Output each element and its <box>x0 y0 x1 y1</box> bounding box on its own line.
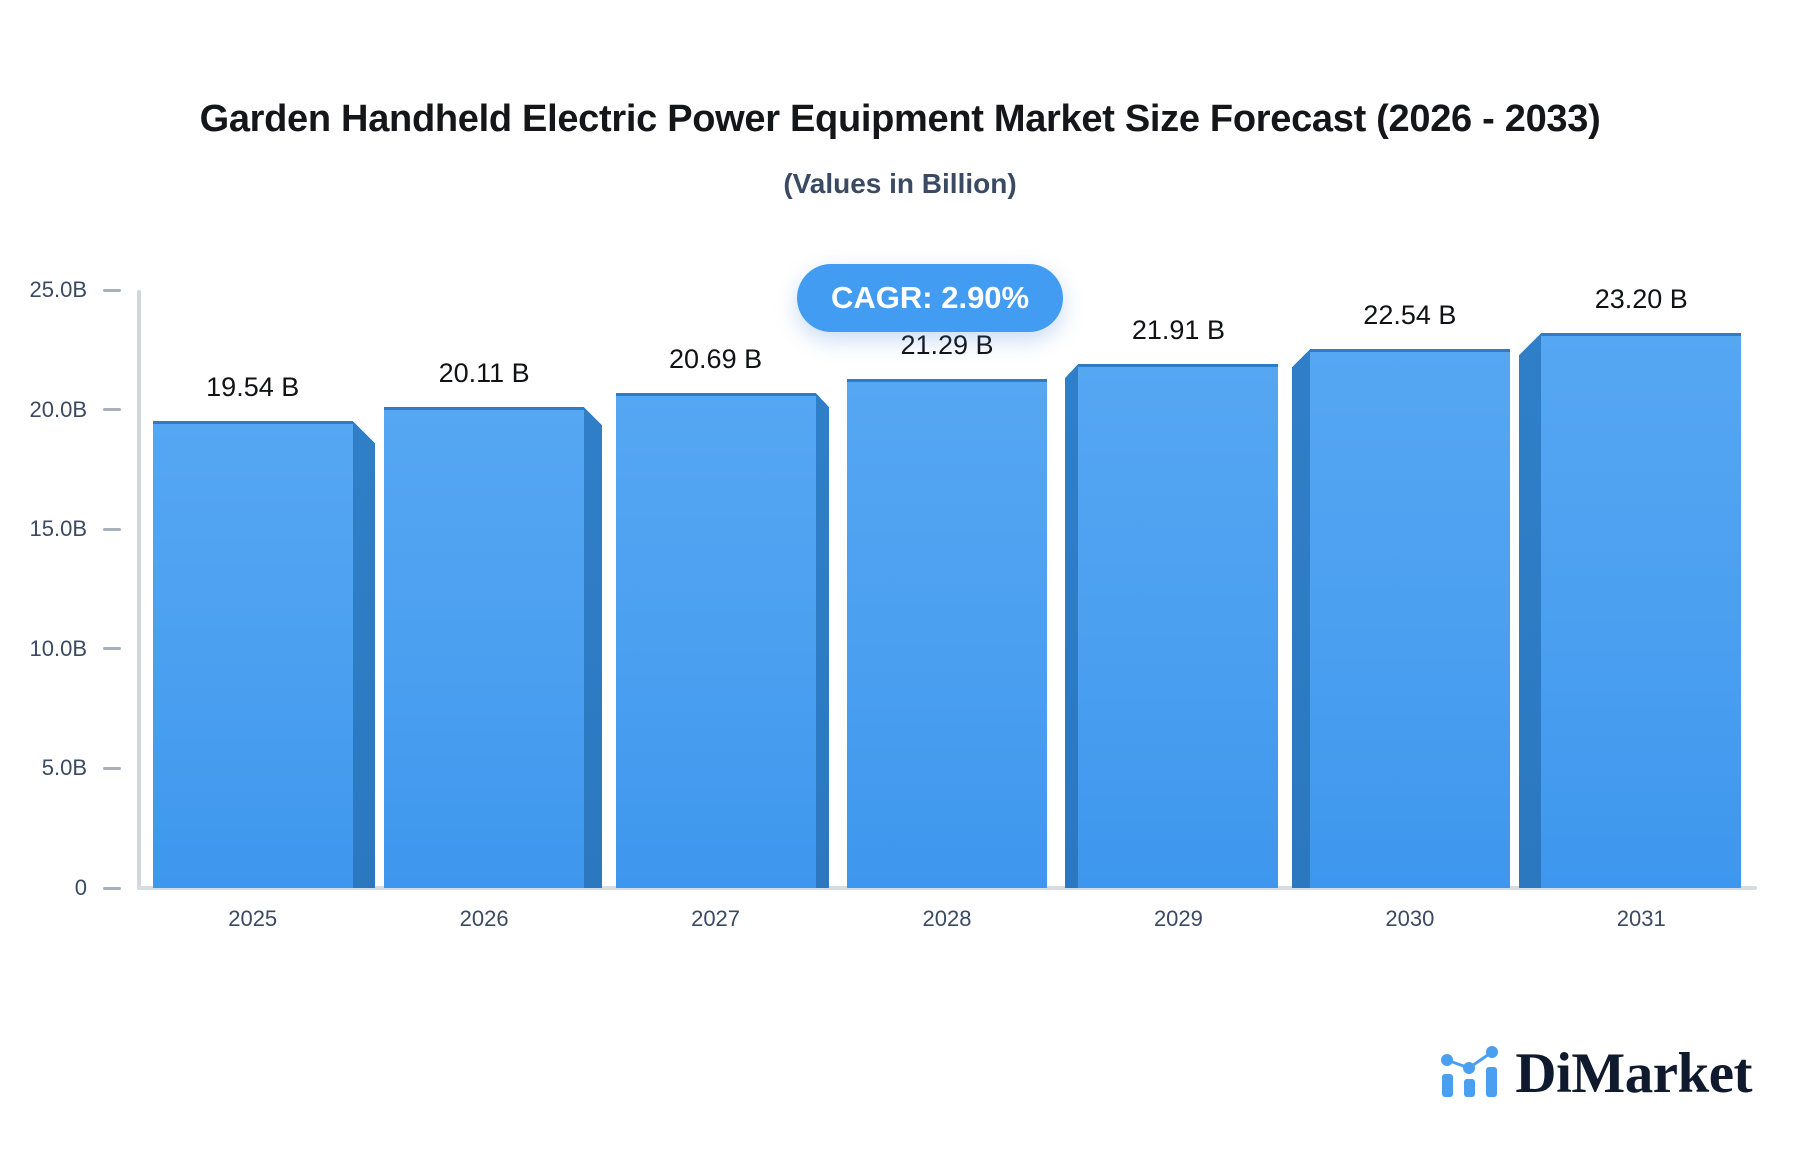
bar-value-label: 21.91 B <box>1131 314 1225 345</box>
bar-top-face <box>1064 363 1079 378</box>
bar-side-face <box>1519 355 1542 888</box>
bar-value-label: 23.20 B <box>1594 284 1688 315</box>
bar-side-face <box>1291 366 1310 888</box>
y-axis-tick: 20.0B <box>0 396 137 422</box>
x-axis-tick-label: 2025 <box>228 906 278 931</box>
bar[interactable]: 22.54 B <box>1291 300 1510 888</box>
bar[interactable]: 20.11 B <box>384 358 603 888</box>
y-axis-tick-label: 25.0B <box>29 277 88 302</box>
chart-title: Garden Handheld Electric Power Equipment… <box>199 98 1601 140</box>
bar-front-face <box>1541 333 1742 888</box>
bar-top-face <box>1519 333 1542 356</box>
bar[interactable]: 20.69 B <box>615 344 830 888</box>
bar-front-face <box>615 393 816 888</box>
x-axis-tick-label: 2028 <box>922 906 972 931</box>
bar-front-face <box>847 378 1047 888</box>
bar-group: 23.20 B <box>1519 284 1742 888</box>
bar-top-face <box>584 406 603 425</box>
bar-group: 20.11 B <box>384 290 603 888</box>
y-axis-tick-mark <box>103 886 121 890</box>
y-axis-tick-label: 20.0B <box>29 396 88 422</box>
bar-front-face <box>384 406 585 888</box>
bar-top-face <box>352 420 375 443</box>
bar-value-label: 19.54 B <box>206 371 300 402</box>
y-axis-tick: 10.0B <box>0 635 137 661</box>
bar-value-label: 21.29 B <box>900 329 994 360</box>
bar-value-label: 20.11 B <box>438 357 530 388</box>
bar[interactable]: 21.91 B <box>1064 315 1279 888</box>
x-axis-tick-label: 2030 <box>1385 906 1435 931</box>
bar-front-face <box>1309 348 1510 888</box>
bar-top-face <box>1291 348 1310 367</box>
bar-side-face <box>352 442 375 888</box>
y-axis-tick-label: 15.0B <box>29 516 88 542</box>
bar-front-face <box>152 420 353 888</box>
logo-text: DiMarket <box>1515 1042 1752 1105</box>
bar-group: 19.54 B <box>152 290 375 888</box>
y-axis-tick-mark <box>103 647 121 651</box>
y-axis-tick-label: 0 <box>74 875 87 900</box>
bar-value-label: 20.69 B <box>669 344 763 375</box>
bar-group: 21.29 B <box>847 290 1047 888</box>
x-axis-tick-label: 2026 <box>459 906 509 931</box>
x-axis-line <box>137 886 1757 890</box>
x-axis-tick-label: 2029 <box>1153 906 1203 931</box>
cagr-badge: CAGR: 2.90% <box>797 264 1064 332</box>
y-axis-tick: 0 <box>0 875 137 900</box>
y-axis-tick-mark <box>103 408 121 412</box>
bar[interactable]: 23.20 B <box>1519 284 1742 888</box>
bar-front-face <box>1078 363 1279 888</box>
x-axis-tick-label: 2031 <box>1616 906 1666 931</box>
bar-group: 22.54 B <box>1291 290 1510 888</box>
bar-value-label: 22.54 B <box>1363 299 1457 330</box>
y-axis-line <box>137 290 141 889</box>
bar-group: 20.69 B <box>615 290 830 888</box>
bar-group: 21.91 B <box>1064 290 1279 888</box>
dimarket-logo: DiMarket <box>1439 1043 1752 1104</box>
y-axis-tick-mark <box>103 288 121 292</box>
y-axis-tick-mark <box>103 527 121 531</box>
y-axis-tick-mark <box>103 766 121 770</box>
y-axis-tick-label: 10.0B <box>29 635 88 661</box>
bar[interactable]: 21.29 B <box>847 330 1047 888</box>
bar-side-face <box>1064 377 1079 888</box>
plot-area: 19.54 B 20.11 B 20.69 B 21.29 B 21.91 B 22.54… <box>137 284 1757 888</box>
bar-chart-icon <box>1439 1043 1501 1104</box>
bar-top-face <box>815 393 830 408</box>
x-axis-tick-label: 2027 <box>691 906 741 931</box>
chart-subtitle: (Values in Billion) <box>783 168 1017 199</box>
bar-side-face <box>584 424 603 888</box>
y-axis-tick-label: 5.0B <box>41 755 87 781</box>
y-axis-tick: 15.0B <box>0 516 137 542</box>
y-axis-tick: 25.0B <box>0 277 137 302</box>
y-axis-tick: 5.0B <box>0 755 137 781</box>
bar-side-face <box>815 407 830 888</box>
bar[interactable]: 19.54 B <box>152 372 375 888</box>
